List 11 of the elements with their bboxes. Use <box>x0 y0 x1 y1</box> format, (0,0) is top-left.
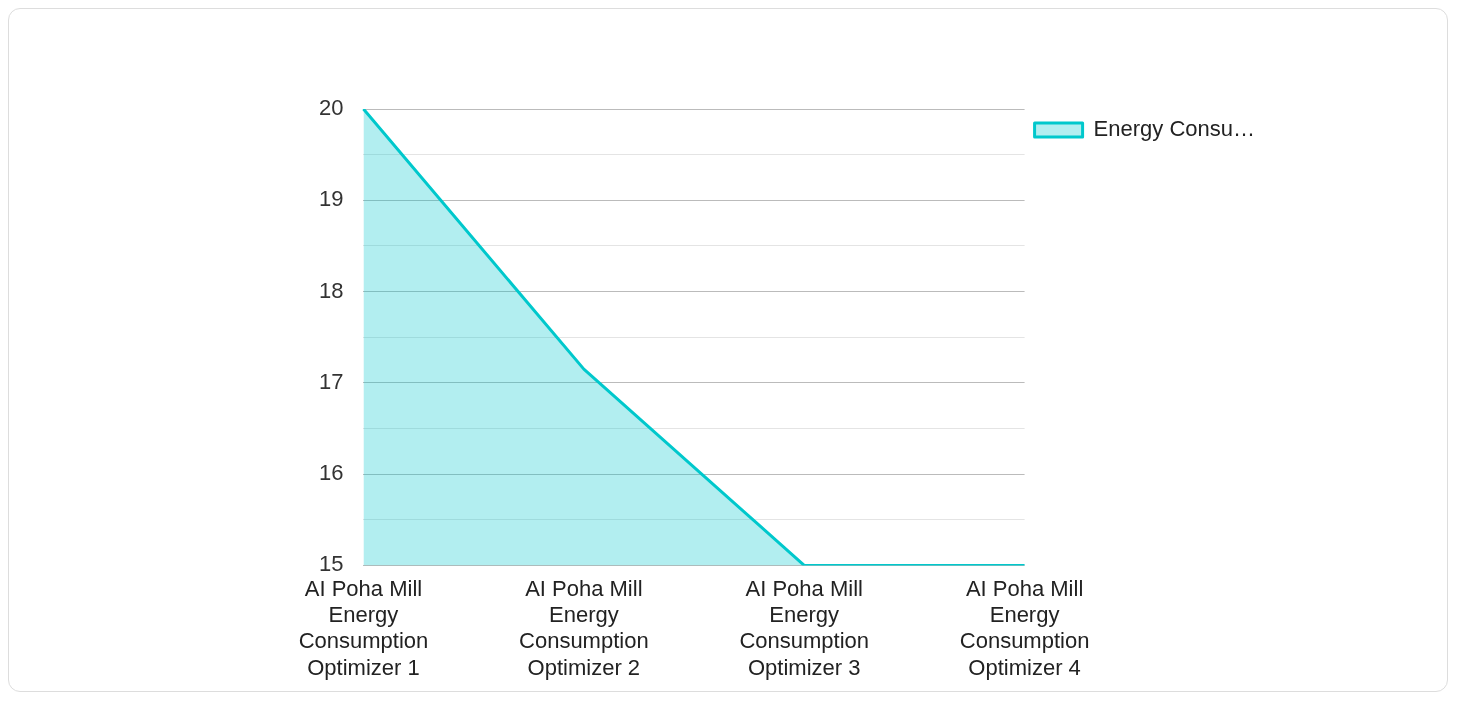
y-tick-label: 15 <box>318 551 344 577</box>
x-tick-label: AI Poha Mill Energy Consumption Optimizer 4 <box>959 575 1090 680</box>
x-tick-label: AI Poha Mill Energy Consumption Optimizer 1 <box>298 575 429 680</box>
y-tick-label: 18 <box>318 277 344 303</box>
y-tick-label: 19 <box>318 186 344 212</box>
y-tick-label: 16 <box>318 460 344 486</box>
legend-label: Energy Consu… <box>1093 116 1256 142</box>
y-tick-label: 20 <box>318 95 344 121</box>
y-tick-label: 17 <box>318 368 344 394</box>
x-tick-label: AI Poha Mill Energy Consumption Optimizer 2 <box>519 575 649 680</box>
x-tick-label: AI Poha Mill Energy Consumption Optimizer 3 <box>739 575 870 680</box>
